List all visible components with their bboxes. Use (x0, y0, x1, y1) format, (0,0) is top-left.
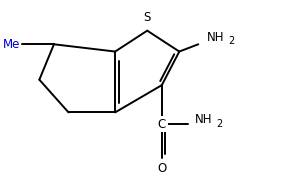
Text: NH: NH (195, 113, 213, 126)
Text: Me: Me (3, 38, 20, 51)
Text: 2: 2 (228, 36, 234, 46)
Text: NH: NH (207, 31, 225, 44)
Text: 2: 2 (216, 119, 222, 129)
Text: C: C (158, 118, 166, 131)
Text: S: S (144, 11, 151, 24)
Text: O: O (157, 162, 166, 175)
